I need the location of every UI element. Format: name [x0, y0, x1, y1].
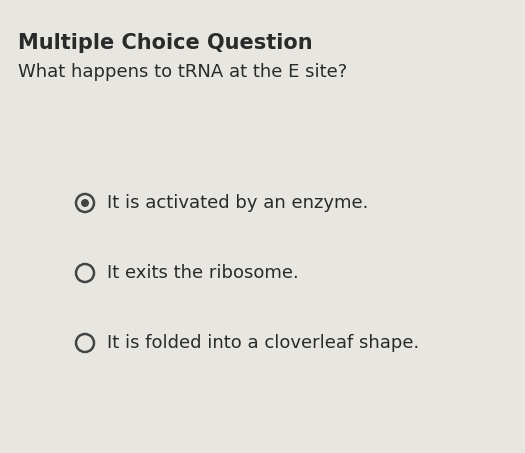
Text: Multiple Choice Question: Multiple Choice Question — [18, 33, 312, 53]
Text: What happens to tRNA at the E site?: What happens to tRNA at the E site? — [18, 63, 347, 81]
Circle shape — [81, 199, 89, 207]
Text: It is folded into a cloverleaf shape.: It is folded into a cloverleaf shape. — [107, 334, 419, 352]
Text: It is activated by an enzyme.: It is activated by an enzyme. — [107, 194, 369, 212]
Text: It exits the ribosome.: It exits the ribosome. — [107, 264, 299, 282]
